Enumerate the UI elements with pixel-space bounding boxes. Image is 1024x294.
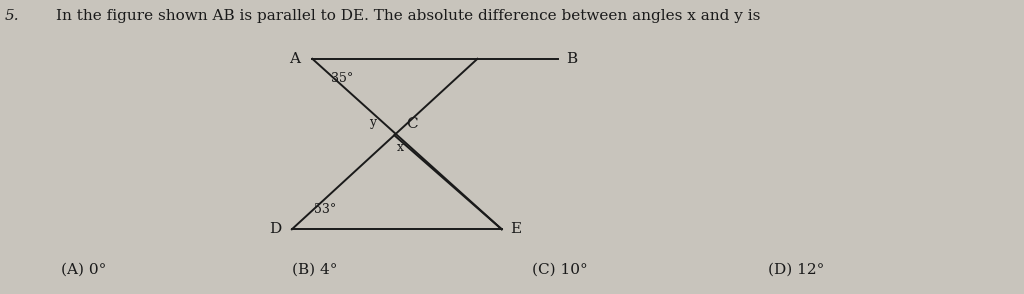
Text: (A) 0°: (A) 0° (61, 262, 106, 276)
Text: (B) 4°: (B) 4° (292, 262, 337, 276)
Text: A: A (289, 52, 300, 66)
Text: D: D (269, 222, 282, 236)
Text: 53°: 53° (314, 203, 337, 216)
Text: x: x (397, 141, 404, 154)
Text: B: B (566, 52, 578, 66)
Text: C: C (407, 117, 418, 131)
Text: (C) 10°: (C) 10° (532, 262, 588, 276)
Text: E: E (510, 222, 521, 236)
Text: In the figure shown AB is parallel to DE. The absolute difference between angles: In the figure shown AB is parallel to DE… (56, 9, 761, 23)
Text: 35°: 35° (331, 72, 353, 85)
Text: 5.: 5. (5, 9, 19, 23)
Text: y: y (369, 116, 376, 129)
Text: (D) 12°: (D) 12° (768, 262, 824, 276)
